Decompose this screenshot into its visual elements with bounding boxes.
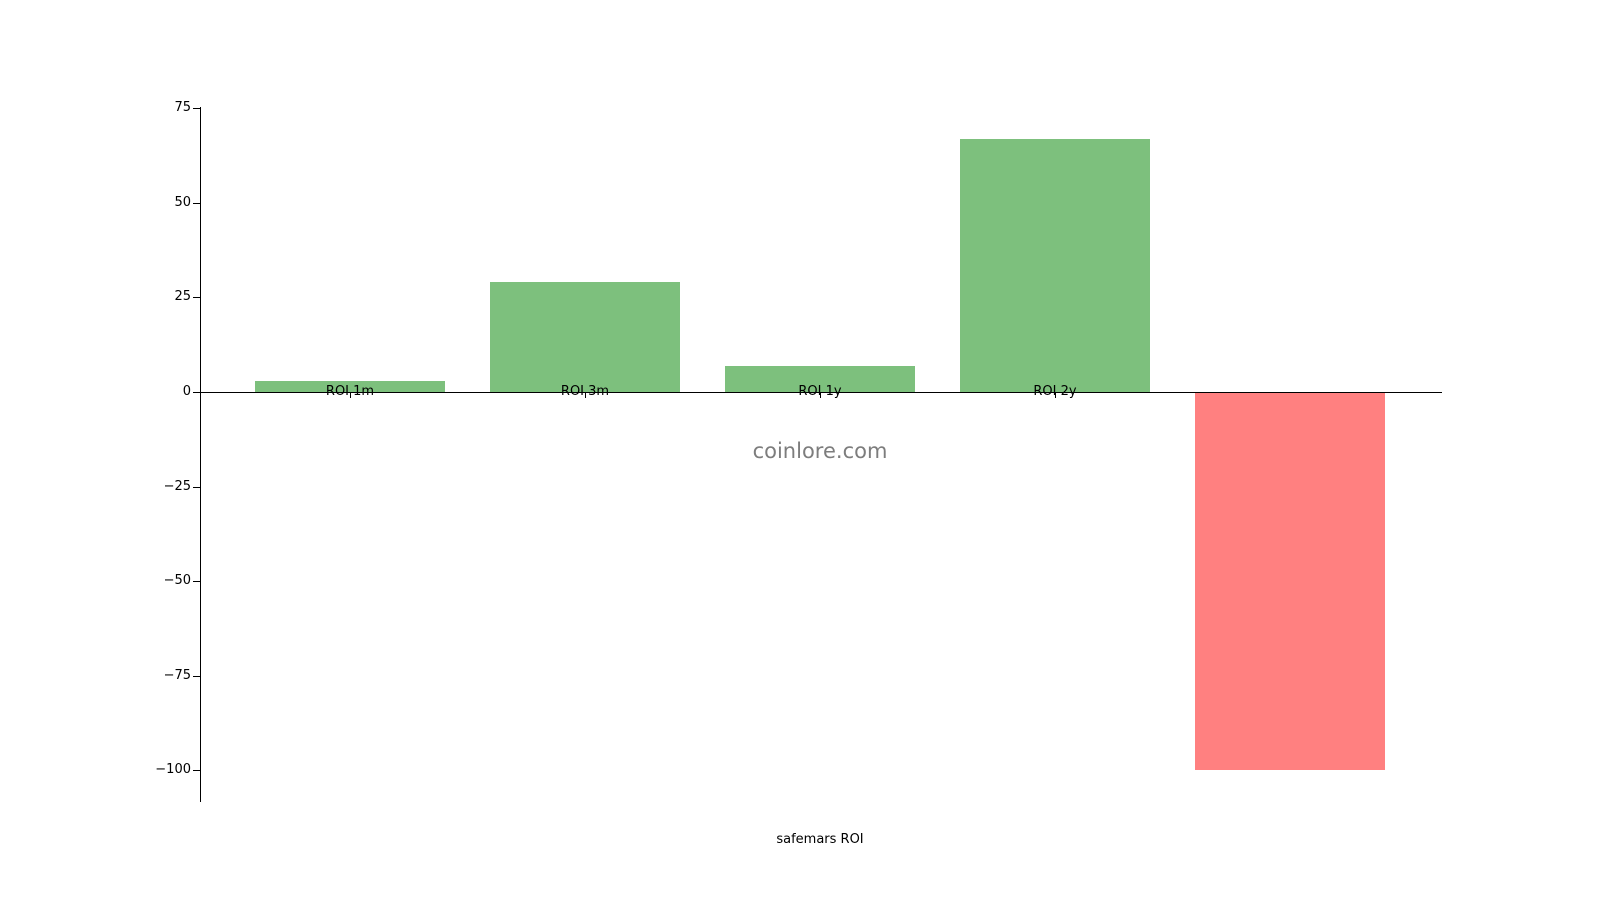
y-tick-mark <box>193 486 200 488</box>
x-tick-label-roi-1y: ROI 1y <box>798 384 842 399</box>
x-tick-mark <box>1055 393 1056 398</box>
y-axis-spine <box>200 107 201 802</box>
y-tick-mark <box>193 202 200 204</box>
x-tick-label-roi-2y: ROI 2y <box>1033 384 1077 399</box>
y-tick-label: −25 <box>163 478 191 494</box>
y-tick-mark <box>193 297 200 299</box>
bar-roi-2y <box>960 138 1150 392</box>
y-tick-label: 25 <box>174 289 191 305</box>
x-axis-title: safemars ROI <box>776 832 864 847</box>
y-tick-label: −50 <box>163 573 191 589</box>
x-tick-label-roi-1m: ROI 1m <box>325 384 375 399</box>
bar-roi-3m <box>490 282 680 392</box>
y-tick-label: 50 <box>174 194 191 210</box>
y-tick-mark <box>193 392 200 393</box>
x-tick-mark <box>585 393 586 398</box>
y-tick-label: 75 <box>174 100 191 116</box>
y-tick-label: −100 <box>155 762 191 778</box>
y-tick-mark <box>193 581 200 583</box>
y-tick-label: −75 <box>163 667 191 683</box>
x-tick-mark <box>820 393 821 398</box>
y-tick-label: 0 <box>182 384 191 399</box>
y-tick-mark <box>193 108 200 110</box>
x-tick-mark <box>350 393 351 398</box>
bar-5-negative <box>1195 392 1385 771</box>
x-tick-label-roi-3m: ROI 3m <box>560 384 610 399</box>
y-tick-mark <box>193 675 200 677</box>
watermark: coinlore.com <box>752 439 888 463</box>
y-tick-mark <box>193 770 200 772</box>
bar-roi-1y <box>725 365 915 392</box>
bar-roi-1m <box>255 380 445 392</box>
x-axis-line <box>200 392 1442 393</box>
